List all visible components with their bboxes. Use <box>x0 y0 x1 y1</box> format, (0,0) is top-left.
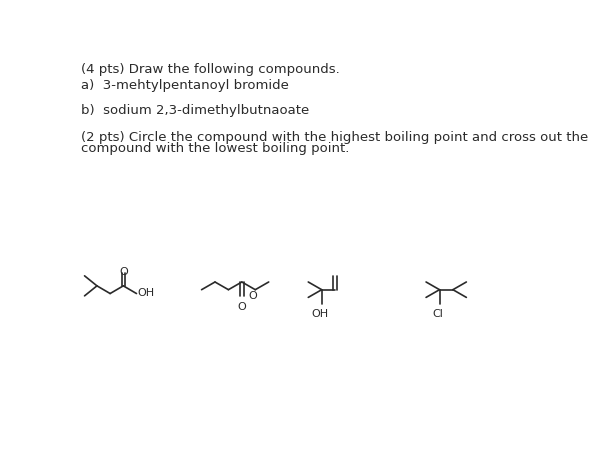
Text: b)  sodium 2,3-dimethylbutnaoate: b) sodium 2,3-dimethylbutnaoate <box>81 104 309 117</box>
Text: Cl: Cl <box>432 309 444 319</box>
Text: compound with the lowest boiling point.: compound with the lowest boiling point. <box>81 142 350 155</box>
Text: (2 pts) Circle the compound with the highest boiling point and cross out the: (2 pts) Circle the compound with the hig… <box>81 131 589 144</box>
Text: OH: OH <box>312 309 329 319</box>
Text: a)  3-mehtylpentanoyl bromide: a) 3-mehtylpentanoyl bromide <box>81 80 290 92</box>
Text: O: O <box>237 302 246 312</box>
Text: O: O <box>119 267 128 277</box>
Text: O: O <box>249 291 257 301</box>
Text: (4 pts) Draw the following compounds.: (4 pts) Draw the following compounds. <box>81 63 340 75</box>
Text: OH: OH <box>137 288 154 298</box>
